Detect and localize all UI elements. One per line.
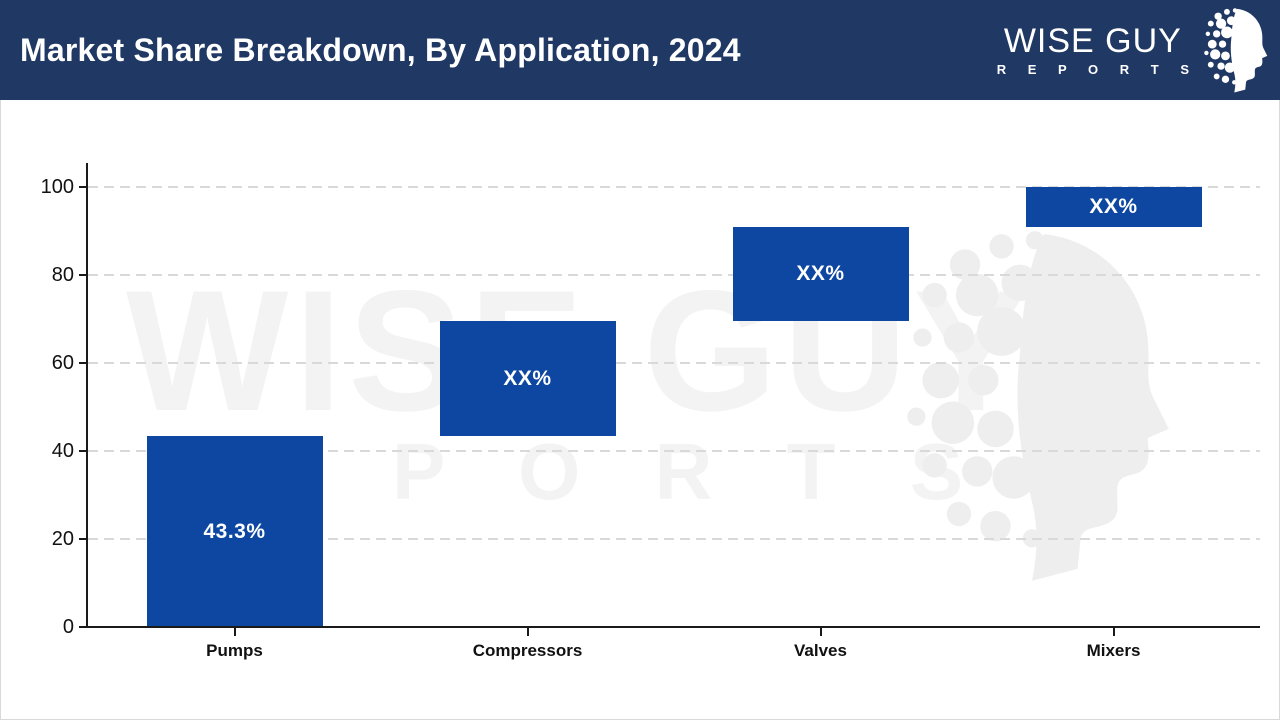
y-tick-label-text: 20 — [51, 528, 74, 550]
gridline — [88, 274, 1260, 276]
y-tick-label-text: 0 — [62, 616, 74, 638]
watermark-face-icon — [907, 231, 1169, 581]
y-tick-label: 40 — [0, 439, 74, 463]
y-tick — [79, 362, 87, 364]
y-tick — [79, 274, 87, 276]
x-tick-label-text: Compressors — [472, 641, 583, 660]
x-tick-label-text: Valves — [794, 641, 847, 660]
wise-guy-logo: WISE GUY R E P O R T S — [988, 5, 1280, 95]
y-tick — [79, 538, 87, 540]
header-bar: Market Share Breakdown, By Application, … — [0, 0, 1280, 100]
y-tick-label: 80 — [0, 263, 74, 287]
wise-guy-face-logo-icon — [1204, 8, 1268, 93]
y-tick-label: 100 — [0, 175, 74, 199]
logo-subtitle: R E P O R T S — [996, 61, 1198, 77]
bar-pumps: 43.3% — [146, 436, 323, 627]
gridline — [88, 450, 1260, 452]
bar-compressors: XX% — [439, 321, 616, 437]
y-tick — [79, 450, 87, 452]
x-tick-label: Mixers — [1014, 641, 1214, 661]
y-tick-label-text: 80 — [51, 264, 74, 286]
bar-mixers-text: XX% — [1089, 194, 1138, 218]
x-tick-label-text: Pumps — [206, 641, 263, 660]
x-tick — [1112, 628, 1115, 636]
logo-wordmark: WISE GUY — [1003, 21, 1182, 60]
bar-mixers: XX% — [1025, 187, 1202, 227]
bar-compressors-text: XX% — [503, 366, 552, 390]
gridline — [88, 538, 1260, 540]
y-tick-label: 0 — [0, 615, 74, 639]
bar-pumps-text: 43.3% — [203, 519, 266, 543]
y-tick-label-text: 100 — [40, 176, 74, 198]
x-tick-label-text: Mixers — [1086, 641, 1141, 660]
x-tick-label: Compressors — [428, 641, 628, 661]
x-tick-label: Valves — [721, 641, 921, 661]
y-tick-label-text: 40 — [51, 440, 74, 462]
gridline — [88, 186, 1260, 188]
watermark-subtitle: P O R T S — [392, 427, 990, 516]
y-tick-label: 60 — [0, 351, 74, 375]
x-tick — [233, 628, 236, 636]
wise-guy-logo-text: WISE GUY R E P O R T S — [988, 24, 1198, 77]
gridline — [88, 362, 1260, 364]
y-tick-label: 20 — [0, 527, 74, 551]
x-tick — [526, 628, 529, 636]
bar-valves: XX% — [732, 226, 909, 322]
x-axis — [86, 626, 1260, 628]
y-tick — [79, 186, 87, 188]
page-title: Market Share Breakdown, By Application, … — [20, 31, 741, 68]
x-tick — [819, 628, 822, 636]
y-axis — [86, 163, 88, 628]
bar-valves-text: XX% — [796, 261, 845, 285]
x-tick-label: Pumps — [135, 641, 335, 661]
y-tick-label-text: 60 — [51, 352, 74, 374]
y-tick — [79, 626, 87, 628]
